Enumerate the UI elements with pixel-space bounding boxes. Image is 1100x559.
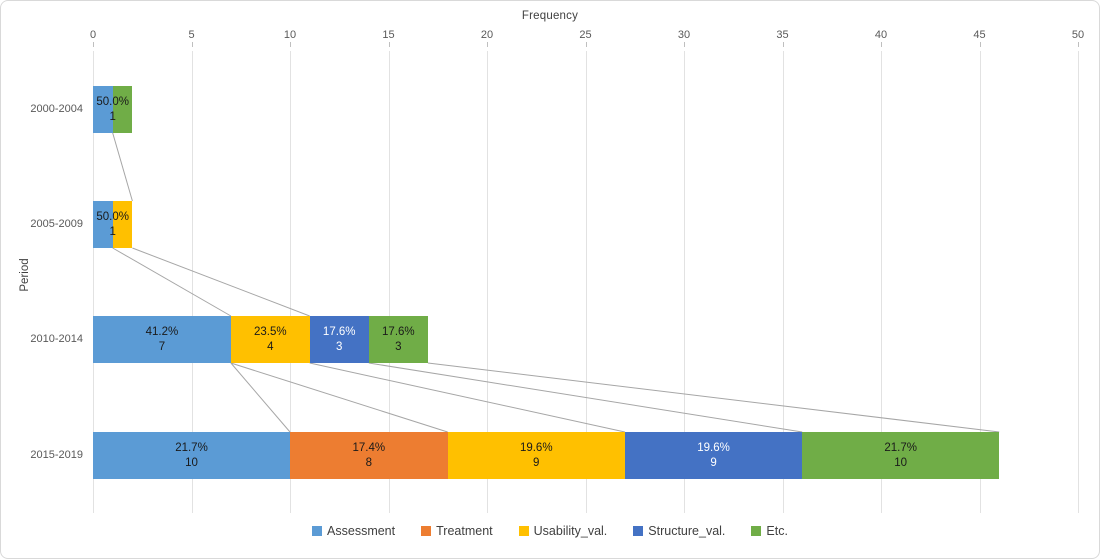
legend-item: Assessment (312, 524, 395, 538)
y-axis-category-label: 2005-2009 (30, 217, 83, 230)
legend-item: Etc. (751, 524, 788, 538)
axis-tickmark (487, 42, 488, 47)
data-label: 19.6% 9 (519, 441, 553, 469)
legend-item: Structure_val. (633, 524, 725, 538)
legend-swatch-icon (751, 526, 762, 536)
legend-swatch-icon (518, 526, 529, 536)
gridline (93, 51, 94, 513)
axis-tickmark (1078, 42, 1079, 47)
legend-swatch-icon (633, 526, 644, 536)
bar-segment-treatment: 17.4% 8 (290, 432, 448, 479)
legend-label: Structure_val. (648, 524, 726, 538)
legend-item: Usability_val. (518, 524, 608, 538)
bar-segment-assessment (93, 201, 113, 248)
axis-tickmark (585, 42, 587, 47)
legend: Assessment Treatment Usability_val. Structu… (1, 524, 1099, 538)
x-axis-title: Frequency (521, 10, 579, 22)
data-label: 41.2% 7 (145, 325, 179, 353)
x-axis-tick-label: 50 (1071, 29, 1085, 41)
data-label: 17.6% 3 (382, 325, 415, 353)
axis-tickmark (684, 42, 685, 47)
x-axis-tick-label: 35 (776, 29, 789, 41)
data-label: 17.4% 8 (352, 441, 386, 469)
x-axis-tick-label: 45 (973, 29, 986, 41)
axis-tickmark (290, 42, 291, 47)
legend-item: Treatment (421, 524, 493, 538)
x-axis-tick-label: 10 (283, 29, 297, 41)
gridline (1078, 51, 1079, 513)
axis-tickmark (388, 42, 390, 47)
gridline (487, 51, 488, 513)
data-label: 23.5% 4 (253, 325, 287, 353)
bar-segment-usability-val: 23.5% 4 (230, 316, 310, 363)
bar-segment-assessment: 41.2% 7 (93, 316, 231, 363)
x-axis-tick-label: 20 (480, 29, 494, 41)
gridline (979, 51, 981, 513)
gridline (585, 51, 587, 513)
gridline (782, 51, 784, 513)
axis-tickmark (881, 42, 882, 47)
axis-tickmark (93, 42, 94, 47)
axis-tickmark (782, 42, 784, 47)
bar-segment-etc: 21.7% 10 (802, 432, 1000, 479)
bar-segment-assessment (93, 86, 113, 133)
gridline (388, 51, 390, 513)
bar-segment-structure-val: 17.6% 3 (309, 316, 369, 363)
legend-label: Treatment (436, 524, 493, 538)
x-axis-tick-label: 5 (188, 29, 195, 41)
data-label: 19.6% 9 (697, 441, 730, 469)
x-axis-tick-label: 15 (382, 29, 395, 41)
x-axis-tick-label: 40 (874, 29, 888, 41)
bar-segment-etc: 17.6% 3 (368, 316, 428, 363)
bar-segment-usability-val: 19.6% 9 (447, 432, 625, 479)
data-label: 17.6% 3 (322, 325, 356, 353)
y-axis-category-label: 2015-2019 (30, 448, 83, 461)
y-axis-category-label: 2010-2014 (30, 332, 83, 345)
legend-label: Usability_val. (533, 524, 608, 538)
legend-swatch-icon (312, 526, 323, 536)
gridline (881, 51, 882, 513)
x-axis-tick-label: 25 (579, 29, 592, 41)
bar-segment-structure-val: 19.6% 9 (624, 432, 803, 479)
bar-segment-assessment: 21.7% 10 (93, 432, 290, 479)
gridline (684, 51, 685, 513)
axis-tickmark (979, 42, 981, 47)
data-label: 21.7% 10 (884, 441, 917, 469)
axis-tickmark (191, 42, 193, 47)
bar-segment-usability-val (112, 201, 133, 248)
x-axis-tick-label: 0 (89, 29, 97, 41)
x-axis-tick-label: 30 (677, 29, 691, 41)
y-axis-category-label: 2000-2004 (30, 102, 83, 115)
legend-swatch-icon (421, 526, 432, 536)
data-label: 21.7% 10 (175, 441, 208, 469)
legend-label: Assessment (327, 524, 396, 538)
legend-label: Etc. (766, 524, 788, 538)
bar-segment-etc (112, 86, 133, 133)
